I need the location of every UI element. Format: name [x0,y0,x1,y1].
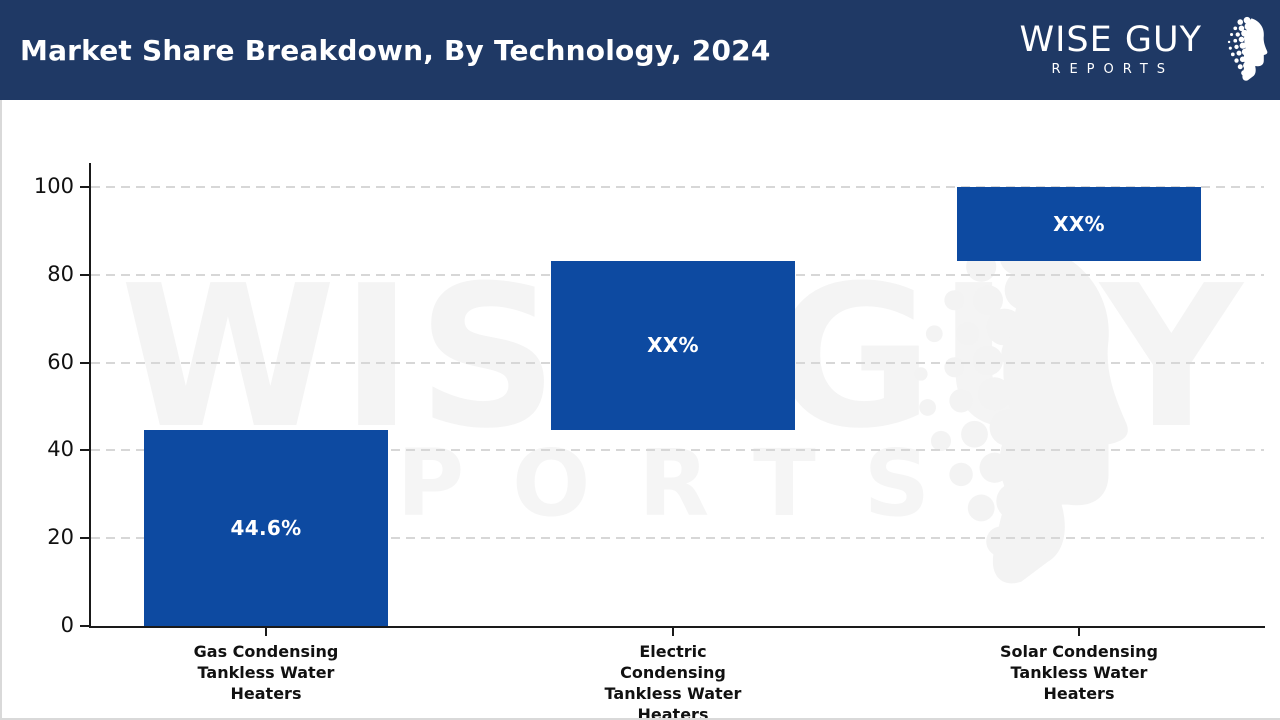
header-bar: Market Share Breakdown, By Technology, 2… [0,0,1280,100]
gridline-100 [91,186,1264,188]
y-tick-mark [80,449,90,452]
y-tick-mark [80,625,90,627]
x-tick-mark [672,628,674,636]
bar-3: XX% [957,187,1201,261]
wise-guy-logo: WISE GUY REPORTS [1019,10,1280,90]
y-tick-label: 80 [47,261,74,286]
x-axis [89,626,1265,628]
bar-value-label: 44.6% [230,516,302,541]
y-tick-label: 60 [47,349,74,374]
y-tick-label: 40 [47,437,74,462]
x-category-label: Solar Condensing Tankless Water Heaters [1000,642,1158,703]
y-tick-label: 100 [33,174,74,198]
wise-guy-logo-text: WISE GUY REPORTS [1019,20,1202,78]
x-tick-mark [265,628,267,636]
logo-subtext: REPORTS [1051,62,1175,77]
y-tick-mark [80,537,90,540]
bar-value-label: XX% [1053,211,1105,236]
y-tick-mark [80,186,90,188]
x-category-label: Electric Condensing Tankless Water Heate… [604,642,742,718]
y-tick-mark [80,273,90,276]
x-category-label: Gas Condensing Tankless Water Heaters [193,642,339,703]
gridline-20 [91,537,1264,540]
y-tick-mark [80,361,90,364]
y-tick-label: 20 [47,525,74,550]
y-tick-label: 0 [60,613,74,637]
gridline-40 [91,449,1264,452]
x-tick-mark [1078,628,1080,636]
y-axis [89,163,91,628]
page-title: Market Share Breakdown, By Technology, 2… [20,33,771,67]
bar-2: XX% [551,260,795,431]
bar-value-label: XX% [647,333,699,358]
wise-guy-face-icon [1227,16,1268,81]
bar-1: 44.6% [144,430,388,626]
logo-wordmark: WISE GUY [1019,20,1202,60]
